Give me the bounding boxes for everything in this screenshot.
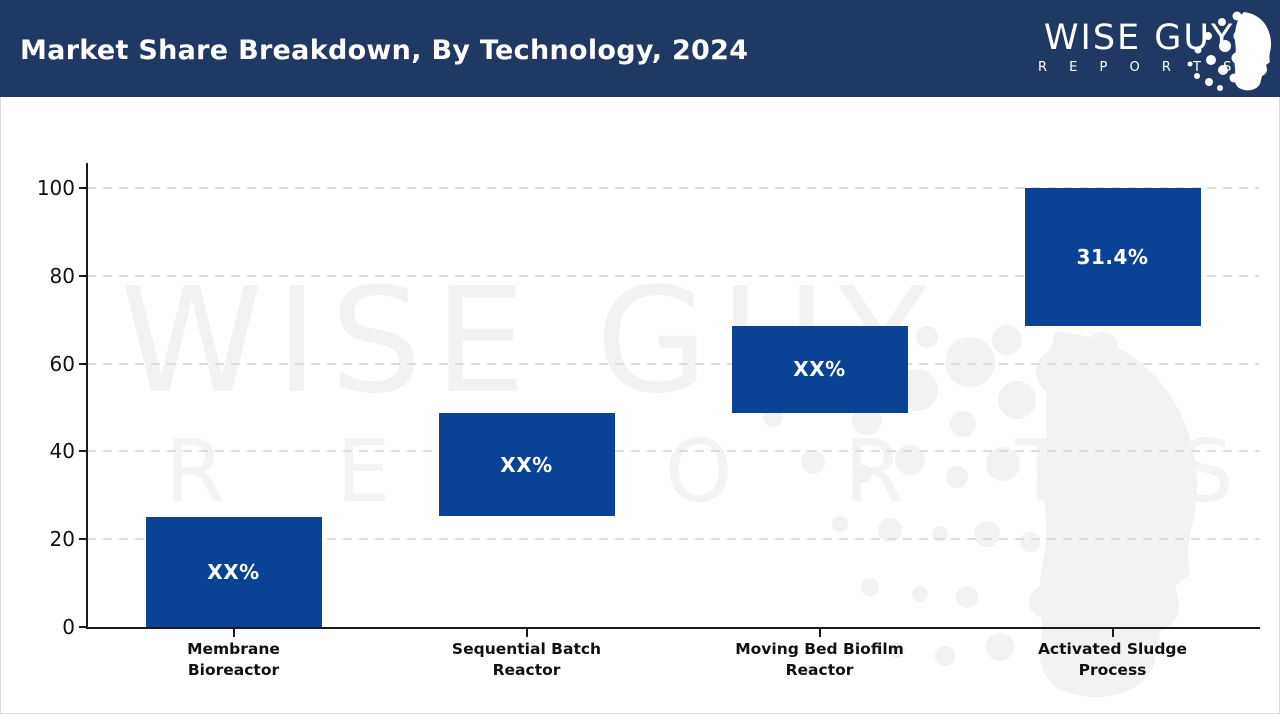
gridline-y80 xyxy=(87,274,1259,277)
brand-face-dots-icon xyxy=(1187,11,1272,91)
y-tick-mark xyxy=(79,274,87,277)
bar-value-label: XX% xyxy=(207,560,260,585)
y-axis-line xyxy=(86,163,88,628)
gridline-y100 xyxy=(87,187,1259,189)
x-category-label: Activated Sludge Process xyxy=(1037,640,1188,679)
x-category-label: Moving Bed Biofilm Reactor xyxy=(735,640,904,679)
x-tick-mark xyxy=(525,629,528,637)
gridline-y20 xyxy=(87,538,1259,541)
y-tick-label: 100 xyxy=(36,176,75,200)
bar-moving-bed-biofilm-reactor: XX% xyxy=(731,325,908,413)
x-category-label: Sequential Batch Reactor xyxy=(451,640,602,679)
x-tick-mark xyxy=(1111,629,1114,637)
gridline-y60 xyxy=(87,362,1259,365)
bar-value-label: 31.4% xyxy=(1076,244,1149,269)
chart-title: Market Share Breakdown, By Technology, 2… xyxy=(20,35,749,66)
y-tick-label: 60 xyxy=(49,351,75,376)
y-tick-mark xyxy=(79,362,87,365)
y-tick-label: 80 xyxy=(49,263,75,288)
y-tick-mark xyxy=(79,538,87,541)
x-axis-line xyxy=(86,627,1260,629)
y-tick-label: 20 xyxy=(49,527,75,552)
x-tick-mark xyxy=(818,629,821,637)
brand-logo: WISE GUY R E P O R T S xyxy=(1010,6,1272,92)
bar-activated-sludge-process: 31.4% xyxy=(1024,188,1201,326)
brand-logo-text: WISE GUY R E P O R T S xyxy=(1038,20,1240,78)
bar-membrane-bioreactor: XX% xyxy=(145,517,322,627)
gridline-y40 xyxy=(87,450,1259,453)
x-category-label: Membrane Bioreactor xyxy=(187,640,280,679)
y-tick-mark xyxy=(79,626,87,628)
x-tick-mark xyxy=(232,629,235,637)
y-tick-mark xyxy=(79,187,87,189)
bar-sequential-batch-reactor: XX% xyxy=(438,412,615,517)
brand-subname: R E P O R T S xyxy=(1038,60,1241,75)
header-bar: Market Share Breakdown, By Technology, 2… xyxy=(0,0,1280,97)
y-tick-label: 40 xyxy=(49,439,75,464)
bar-value-label: XX% xyxy=(793,357,846,382)
y-tick-label: 0 xyxy=(62,615,75,639)
bar-value-label: XX% xyxy=(500,452,553,477)
y-tick-mark xyxy=(79,450,87,453)
